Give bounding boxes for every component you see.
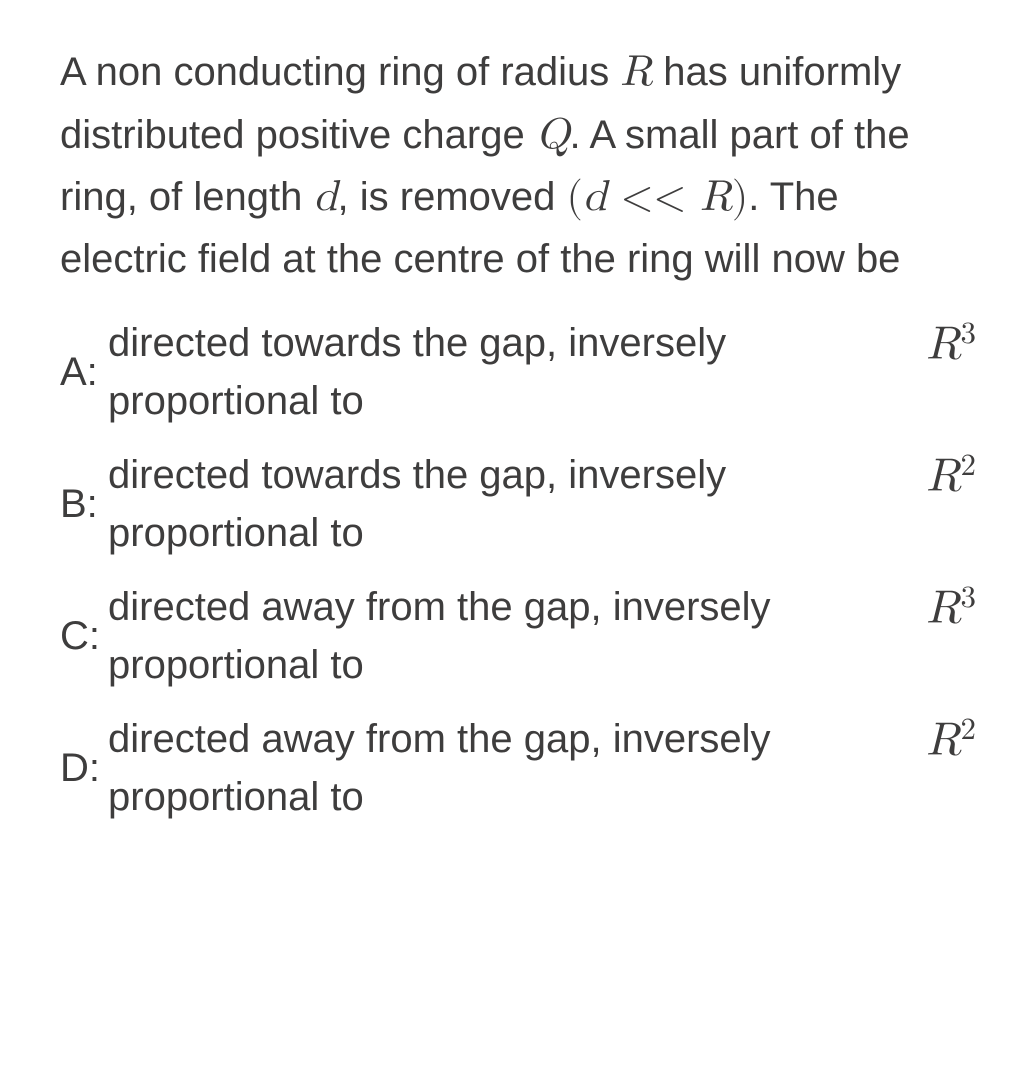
- question-text: A non conducting ring of radius R has un…: [60, 42, 976, 288]
- option-label: A:: [60, 343, 104, 401]
- option-d[interactable]: D: directed away from the gap, inversely…: [60, 710, 976, 826]
- math-base: R: [926, 586, 960, 632]
- math-exp: 3: [961, 319, 976, 350]
- option-math: R3: [920, 578, 976, 641]
- question-seg4: , is removed: [338, 175, 567, 219]
- var-R: R: [620, 51, 652, 94]
- option-c[interactable]: C: directed away from the gap, inversely…: [60, 578, 976, 694]
- option-text: directed towards the gap, inversely prop…: [108, 314, 916, 430]
- option-text: directed away from the gap, inversely pr…: [108, 578, 916, 694]
- math-base: R: [926, 322, 960, 368]
- var-Q: Q: [536, 114, 570, 157]
- var-R2: R: [700, 176, 732, 219]
- option-label: B:: [60, 475, 104, 533]
- math-base: R: [926, 454, 960, 500]
- paren-close: ): [732, 177, 748, 219]
- option-math: R3: [920, 314, 976, 377]
- math-base: R: [926, 718, 960, 764]
- math-exp: 2: [961, 715, 976, 746]
- math-exp: 3: [961, 583, 976, 614]
- option-b[interactable]: B: directed towards the gap, inversely p…: [60, 446, 976, 562]
- option-a[interactable]: A: directed towards the gap, inversely p…: [60, 314, 976, 430]
- page-root: A non conducting ring of radius R has un…: [0, 0, 1024, 866]
- option-math: R2: [920, 446, 976, 509]
- var-d2: d: [583, 176, 607, 219]
- option-math: R2: [920, 710, 976, 773]
- option-label: C:: [60, 607, 104, 665]
- var-d: d: [314, 176, 338, 219]
- paren-open: (: [566, 177, 582, 219]
- options-list: A: directed towards the gap, inversely p…: [60, 314, 976, 826]
- math-exp: 2: [961, 451, 976, 482]
- option-text: directed towards the gap, inversely prop…: [108, 446, 916, 562]
- op-muchless: <<: [607, 177, 700, 219]
- question-seg1: A non conducting ring of radius: [60, 50, 620, 94]
- option-text: directed away from the gap, inversely pr…: [108, 710, 916, 826]
- option-label: D:: [60, 739, 104, 797]
